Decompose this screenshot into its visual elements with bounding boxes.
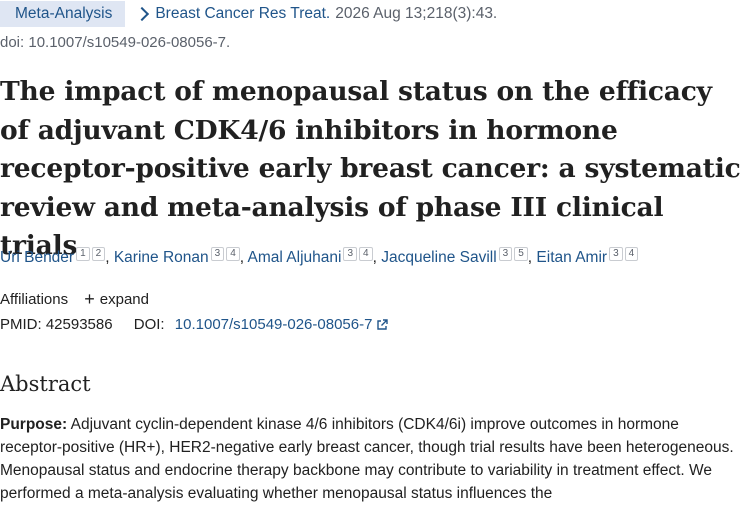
author-separator: , [105,249,110,266]
author-separator: , [239,249,245,266]
author-link[interactable]: Uri Bender [0,249,75,266]
author-item: Karine Ronan 3 4, [113,247,248,266]
abstract-text: Purpose: Adjuvant cyclin-dependent kinas… [0,413,738,505]
author-link[interactable]: Jacqueline Savill [381,249,497,266]
affiliation-ref[interactable]: 2 [91,247,106,261]
author-separator: , [527,249,533,266]
author-item: Eitan Amir 3 4 [536,247,639,266]
author-link[interactable]: Eitan Amir [536,249,608,266]
affiliations-label: Affiliations [0,291,69,308]
affiliations-row: Affiliations + expand [0,288,149,309]
doi-label: DOI: [133,316,165,333]
plus-icon: + [84,289,95,309]
doi-citation-line: doi: 10.1007/s10549-026-08056-7. [0,34,231,51]
abstract-heading: Abstract [0,372,91,396]
purpose-label: Purpose: [0,416,68,433]
citation-text: 2026 Aug 13;218(3):43. [335,5,498,22]
affiliation-ref[interactable]: 3 [609,247,623,261]
identifiers-row: PMID: 42593586 DOI: 10.1007/s10549-026-0… [0,316,389,335]
article-citation-bar: Meta-Analysis Breast Cancer Res Treat. 2… [0,1,497,27]
author-separator: , [372,249,377,266]
affiliation-ref[interactable]: 5 [514,247,528,261]
publication-type-badge[interactable]: Meta-Analysis [0,1,126,27]
authors-list: Uri Bender 1 2, Karine Ronan 3 4, Amal Aljuh… [0,247,639,267]
author-link[interactable]: Amal Aljuhani [247,249,342,266]
article-title: The impact of menopausal status on the e… [0,76,741,261]
external-link-icon [376,318,389,335]
affiliation-ref[interactable]: 4 [359,247,373,261]
affiliation-ref[interactable]: 1 [76,247,90,261]
author-item: Amal Aljuhani 3 4, [247,247,382,266]
purpose-text: Adjuvant cyclin-dependent kinase 4/6 inh… [0,416,734,502]
pmid-label: PMID: [0,316,42,333]
affiliation-ref[interactable]: 3 [210,247,225,261]
author-item: Uri Bender 1 2, [0,247,114,266]
author-link[interactable]: Karine Ronan [113,249,209,266]
doi-link-text: 10.1007/s10549-026-08056-7 [174,316,373,333]
pmid-value: 42593586 [45,316,113,333]
affiliation-ref[interactable]: 3 [343,247,358,261]
author-item: Jacqueline Savill 3 5, [381,247,536,266]
affiliation-ref[interactable]: 3 [498,247,513,261]
chevron-right-icon [135,6,150,22]
affiliation-ref[interactable]: 4 [226,247,240,261]
expand-label: expand [99,291,149,308]
affiliation-ref[interactable]: 4 [624,247,639,261]
doi-link[interactable]: 10.1007/s10549-026-08056-7 [175,316,389,333]
expand-affiliations-button[interactable]: + expand [84,289,149,309]
journal-link[interactable]: Breast Cancer Res Treat. [155,5,331,22]
